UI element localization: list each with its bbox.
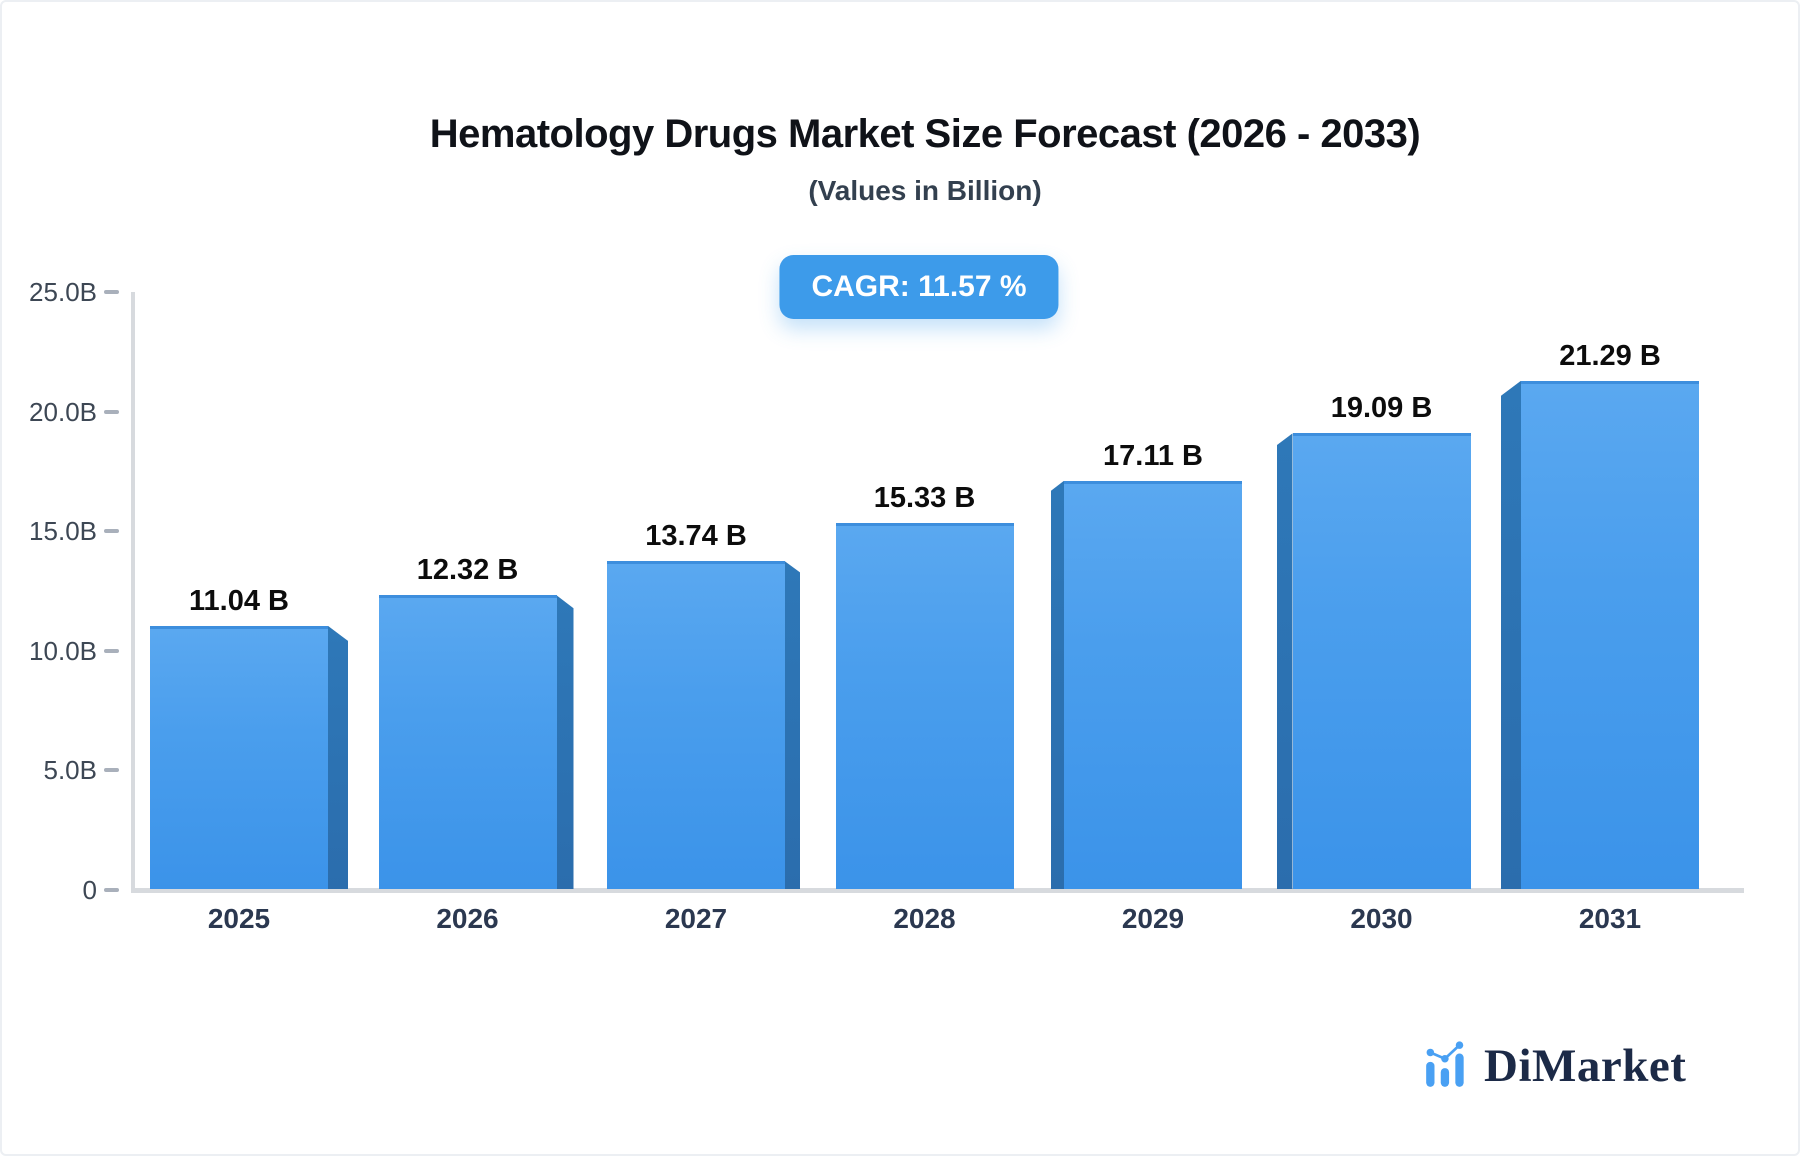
chart-subtitle: (Values in Billion) [808,175,1042,206]
bar-value-label: 19.09 B [1330,392,1433,425]
chart-title: Hematology Drugs Market Size Forecast (2… [429,112,1421,156]
bar-side-2031 [1501,380,1521,889]
bar-face-2031 [1521,380,1699,889]
bar-side-2025 [328,625,348,889]
bar-value-label: 21.29 B [1559,339,1661,372]
bar-face-2028 [835,523,1014,889]
y-axis-tick-mark [104,290,119,294]
bar-value-label: 11.04 B [189,584,289,617]
x-axis-label: 2026 [436,903,499,934]
y-axis-tick-mark [104,768,119,773]
y-axis-tick-label: 5.0B [43,755,98,786]
y-axis-tick-label: 25.0B [29,277,97,307]
y-axis-line [131,292,135,890]
bar-side-2026 [556,595,574,889]
bar-face-2025 [150,625,328,889]
brand-logo: DiMarket [1422,1040,1686,1092]
cagr-badge: CAGR: 11.57 % [779,255,1059,319]
y-axis-tick-label: 15.0B [29,516,97,547]
bar-value-label: 12.32 B [416,554,519,587]
x-axis-label: 2029 [1121,903,1185,934]
y-axis-tick-mark [104,888,119,892]
bar-chart-trend-icon [1426,1041,1464,1087]
bar-side-2030 [1276,433,1293,889]
y-axis-tick-mark [104,648,119,653]
bar-face-2027 [607,561,785,889]
bar-value-label: 17.11 B [1103,439,1203,472]
x-axis-label: 2025 [207,903,271,934]
bar-face-2026 [378,595,557,889]
bar-side-2027 [785,561,800,889]
bar-side-2029 [1051,480,1064,889]
y-axis-tick-label: 10.0B [29,635,97,666]
bar-value-label: 13.74 B [645,520,747,553]
bar-value-label: 15.33 B [873,482,976,515]
brand-logo-text: DiMarket [1484,1040,1687,1092]
x-axis-label: 2028 [893,903,956,934]
y-axis-tick-label: 20.0B [29,396,97,427]
y-axis-tick-mark [104,529,119,534]
x-axis-label: 2027 [664,903,728,934]
x-axis-baseline [131,888,1744,893]
bar-face-2030 [1292,433,1471,889]
y-axis-tick-mark [104,409,119,414]
x-axis-label: 2031 [1578,903,1642,934]
y-axis-tick-label: 0 [82,875,97,905]
bar-face-2029 [1064,480,1242,889]
x-axis-label: 2030 [1350,903,1413,934]
